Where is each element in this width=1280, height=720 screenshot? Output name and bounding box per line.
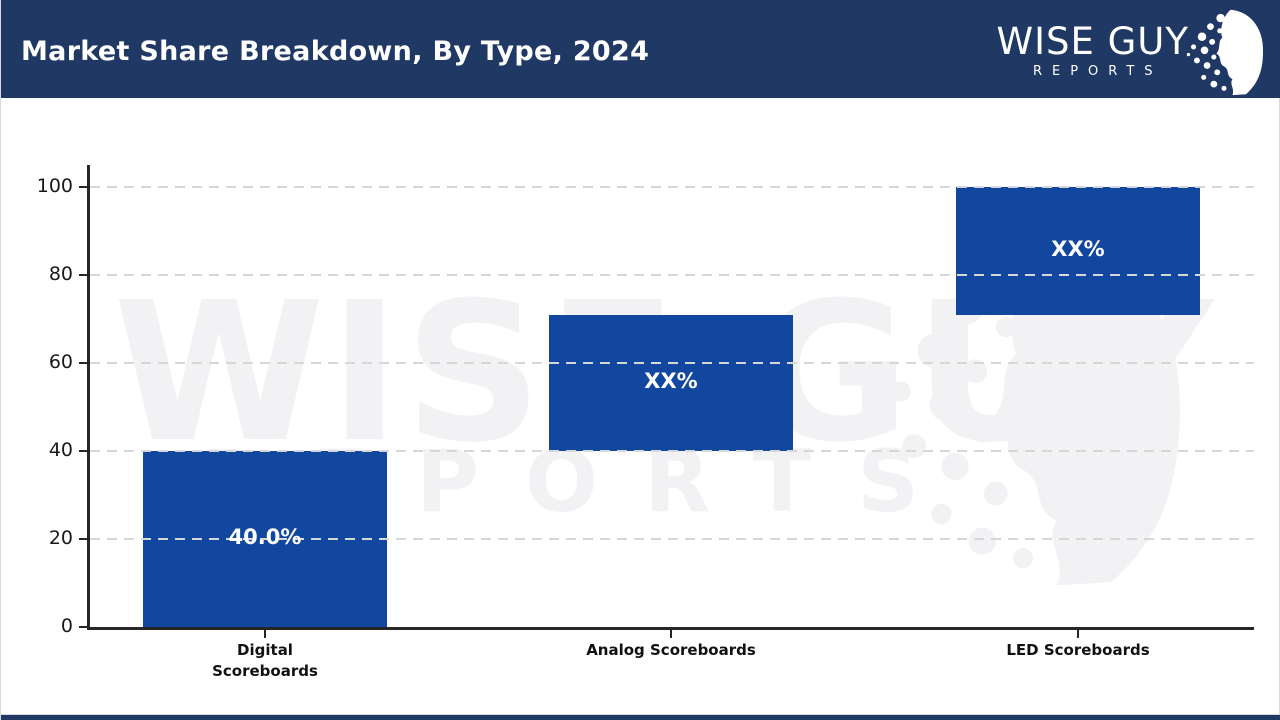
bar-value-label: XX% [1051,236,1105,261]
x-tick-mark [670,630,672,638]
footer-accent-bar [1,715,1280,720]
gridline [90,362,1254,364]
y-tick-mark [79,626,87,628]
header-bar: Market Share Breakdown, By Type, 2024 WI… [1,0,1280,98]
gridline [90,186,1254,188]
x-category-label: LED Scoreboards [1006,641,1150,659]
y-tick-mark [79,450,87,452]
y-tick-label: 100 [36,175,73,197]
gridline [90,274,1254,276]
watermark-face-icon [873,242,1180,586]
brand-logo: WISE GUY REPORTS [997,6,1267,96]
x-category-label: Digital Scoreboards [212,641,318,680]
brand-logo-text: WISE GUY REPORTS [996,20,1189,80]
bar-value-label: 40.0% [228,525,302,549]
bar-value-label: XX% [644,368,698,393]
x-tick-mark [1077,630,1079,638]
x-category-label: Analog Scoreboards [586,641,756,659]
chart-bar [549,314,793,451]
y-tick-label: 80 [48,263,73,285]
gridline [90,450,1254,452]
brand-name: WISE GUY [996,20,1189,63]
y-tick-label: 20 [48,527,73,549]
y-tick-label: 40 [48,439,73,461]
y-tick-label: 60 [48,351,73,373]
gridline [90,538,1254,540]
y-axis-line [87,165,90,630]
brand-subtitle: REPORTS [1032,64,1163,79]
y-tick-mark [79,274,87,276]
chart-bar [956,187,1200,315]
y-tick-mark [79,186,87,188]
y-tick-label: 0 [60,615,73,637]
x-tick-mark [264,630,266,638]
y-tick-mark [79,362,87,364]
x-axis-line [87,627,1254,630]
footer-divider [1,714,1280,715]
page-title: Market Share Breakdown, By Type, 2024 [21,36,650,67]
y-tick-mark [79,538,87,540]
brand-face-icon [1186,9,1264,96]
